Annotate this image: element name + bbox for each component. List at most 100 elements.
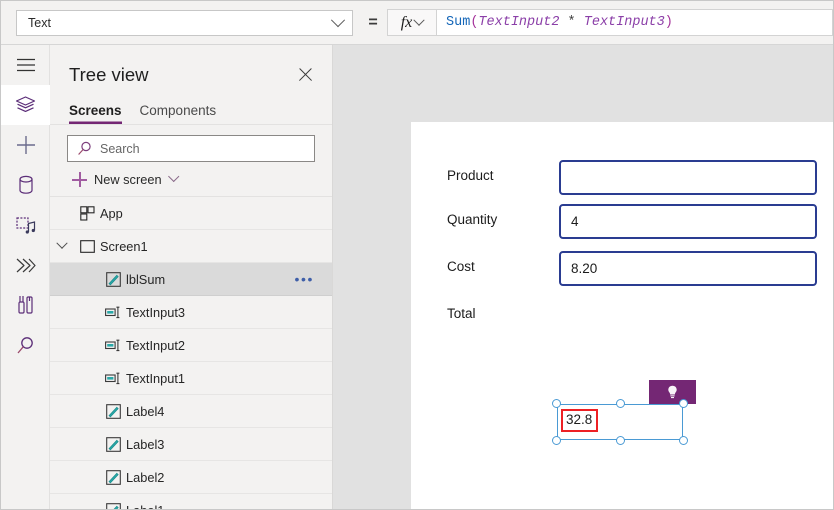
field-label-total: Total (447, 306, 476, 321)
tree-item-label: lblSum (126, 271, 166, 287)
tree-item-app[interactable]: App (50, 197, 332, 230)
resize-handle-bottom-center[interactable] (616, 436, 625, 445)
lightbulb-icon (668, 385, 677, 399)
formula-token-close-paren: ) (664, 15, 673, 30)
panel-tabs: Screens Components (50, 97, 332, 125)
hint-badge[interactable] (649, 380, 696, 404)
search-icon (78, 141, 91, 155)
textinput-icon (100, 306, 126, 319)
tree-item-label3[interactable]: Label3 (50, 428, 332, 461)
power-automate-button[interactable] (1, 245, 50, 285)
field-label-cost: Cost (447, 259, 475, 274)
formula-input[interactable]: Sum(TextInput2 * TextInput3) (437, 9, 833, 36)
formula-bar: Text = fx Sum(TextInput2 * TextInput3) (1, 1, 833, 45)
tree-item-label: Label3 (126, 436, 165, 452)
search-icon (17, 336, 33, 353)
label-icon (100, 469, 126, 485)
tree-item-label1[interactable]: Label1 (50, 494, 332, 510)
chevron-down-icon[interactable] (50, 237, 74, 250)
search-button[interactable] (1, 325, 50, 365)
property-select[interactable]: Text (16, 9, 353, 36)
new-screen-label: New screen (94, 172, 162, 187)
resize-handle-top-center[interactable] (616, 399, 625, 408)
textinput-cost-value: 8.20 (571, 261, 598, 276)
media-button[interactable] (1, 205, 50, 245)
chevron-down-icon (413, 14, 425, 26)
textinput-quantity-value: 4 (571, 214, 579, 229)
label-icon (100, 436, 126, 452)
tree-view-panel: Tree view Screens Components Search New … (50, 45, 333, 510)
new-screen-button[interactable]: New screen (50, 170, 332, 197)
resize-handle-top-right[interactable] (679, 399, 688, 408)
panel-title: Tree view (69, 63, 149, 85)
insert-button[interactable] (1, 125, 50, 165)
field-label-product: Product (447, 168, 494, 183)
screen-icon (74, 239, 100, 253)
variables-button[interactable] (1, 285, 50, 325)
tree-item-screen1[interactable]: Screen1 (50, 230, 332, 263)
app-icon (74, 205, 100, 221)
tree-item-label: TextInput2 (126, 337, 186, 353)
data-sources-button[interactable] (1, 165, 50, 205)
lblsum-value: 32.8 (561, 409, 599, 432)
formula-token-control-2: TextInput3 (583, 15, 665, 30)
search-placeholder: Search (100, 141, 140, 156)
formula-token-function: Sum (446, 15, 471, 30)
panel-header: Tree view (50, 52, 332, 97)
form-row-cost: Cost 8.20 (411, 251, 833, 287)
tree-item-label: TextInput3 (126, 304, 186, 320)
fx-label: fx (400, 13, 413, 31)
tab-components[interactable]: Components (139, 103, 217, 118)
chevron-down-icon (330, 12, 346, 27)
form-row-product: Product (411, 160, 833, 196)
resize-handle-bottom-right[interactable] (679, 436, 688, 445)
tree-item-label: Label4 (126, 403, 165, 419)
resize-handle-bottom-left[interactable] (552, 436, 561, 445)
tree-item-label2[interactable]: Label2 (50, 461, 332, 494)
tree-item-textinput2[interactable]: TextInput2 (50, 329, 332, 362)
app-screen[interactable]: Product Quantity 4 Cost 8.20 (411, 122, 833, 509)
equals-sign: = (368, 13, 378, 31)
chevron-down-icon (167, 170, 179, 182)
fx-button[interactable]: fx (387, 9, 437, 36)
left-icon-rail (1, 45, 50, 509)
field-label-quantity: Quantity (447, 212, 498, 227)
resize-handle-top-left[interactable] (552, 399, 561, 408)
textinput-product[interactable] (559, 160, 817, 195)
textinput-icon (100, 339, 126, 352)
tree-item-textinput3[interactable]: TextInput3 (50, 296, 332, 329)
tree-view-layers-icon (15, 95, 36, 112)
textinput-cost[interactable]: 8.20 (559, 251, 817, 286)
label-icon (100, 403, 126, 419)
tree-view-button[interactable] (1, 85, 50, 125)
close-icon[interactable] (296, 65, 316, 85)
hamburger-menu-button[interactable] (1, 45, 50, 85)
plus-icon (72, 172, 87, 187)
tree-item-textinput1[interactable]: TextInput1 (50, 362, 332, 395)
label-icon (100, 502, 126, 509)
search-container: Search (50, 125, 332, 170)
textinput-icon (100, 372, 126, 385)
tree-item-label4[interactable]: Label4 (50, 395, 332, 428)
data-sources-icon (18, 175, 33, 194)
tree-item-lblsum[interactable]: lblSum ••• (50, 263, 332, 296)
variables-icon (18, 296, 33, 314)
label-icon (100, 271, 126, 287)
formula-token-open-paren: ( (470, 15, 479, 30)
tab-screens[interactable]: Screens (69, 103, 122, 124)
property-select-value: Text (28, 15, 51, 30)
media-icon (15, 216, 35, 234)
tree-item-label: Label1 (126, 502, 165, 510)
textinput-quantity[interactable]: 4 (559, 204, 817, 239)
form-row-total: Total (411, 298, 833, 334)
tree-item-more-button[interactable]: ••• (294, 271, 314, 287)
tree-item-label: App (100, 205, 123, 221)
canvas-area: Product Quantity 4 Cost 8.20 (333, 45, 833, 509)
tree-item-label: TextInput1 (126, 370, 186, 386)
hamburger-menu-icon (16, 58, 35, 72)
tree-item-label: Label2 (126, 469, 165, 485)
selected-control-lblsum[interactable]: 32.8 (552, 399, 688, 445)
power-automate-icon (16, 258, 36, 272)
search-input[interactable]: Search (67, 135, 315, 162)
